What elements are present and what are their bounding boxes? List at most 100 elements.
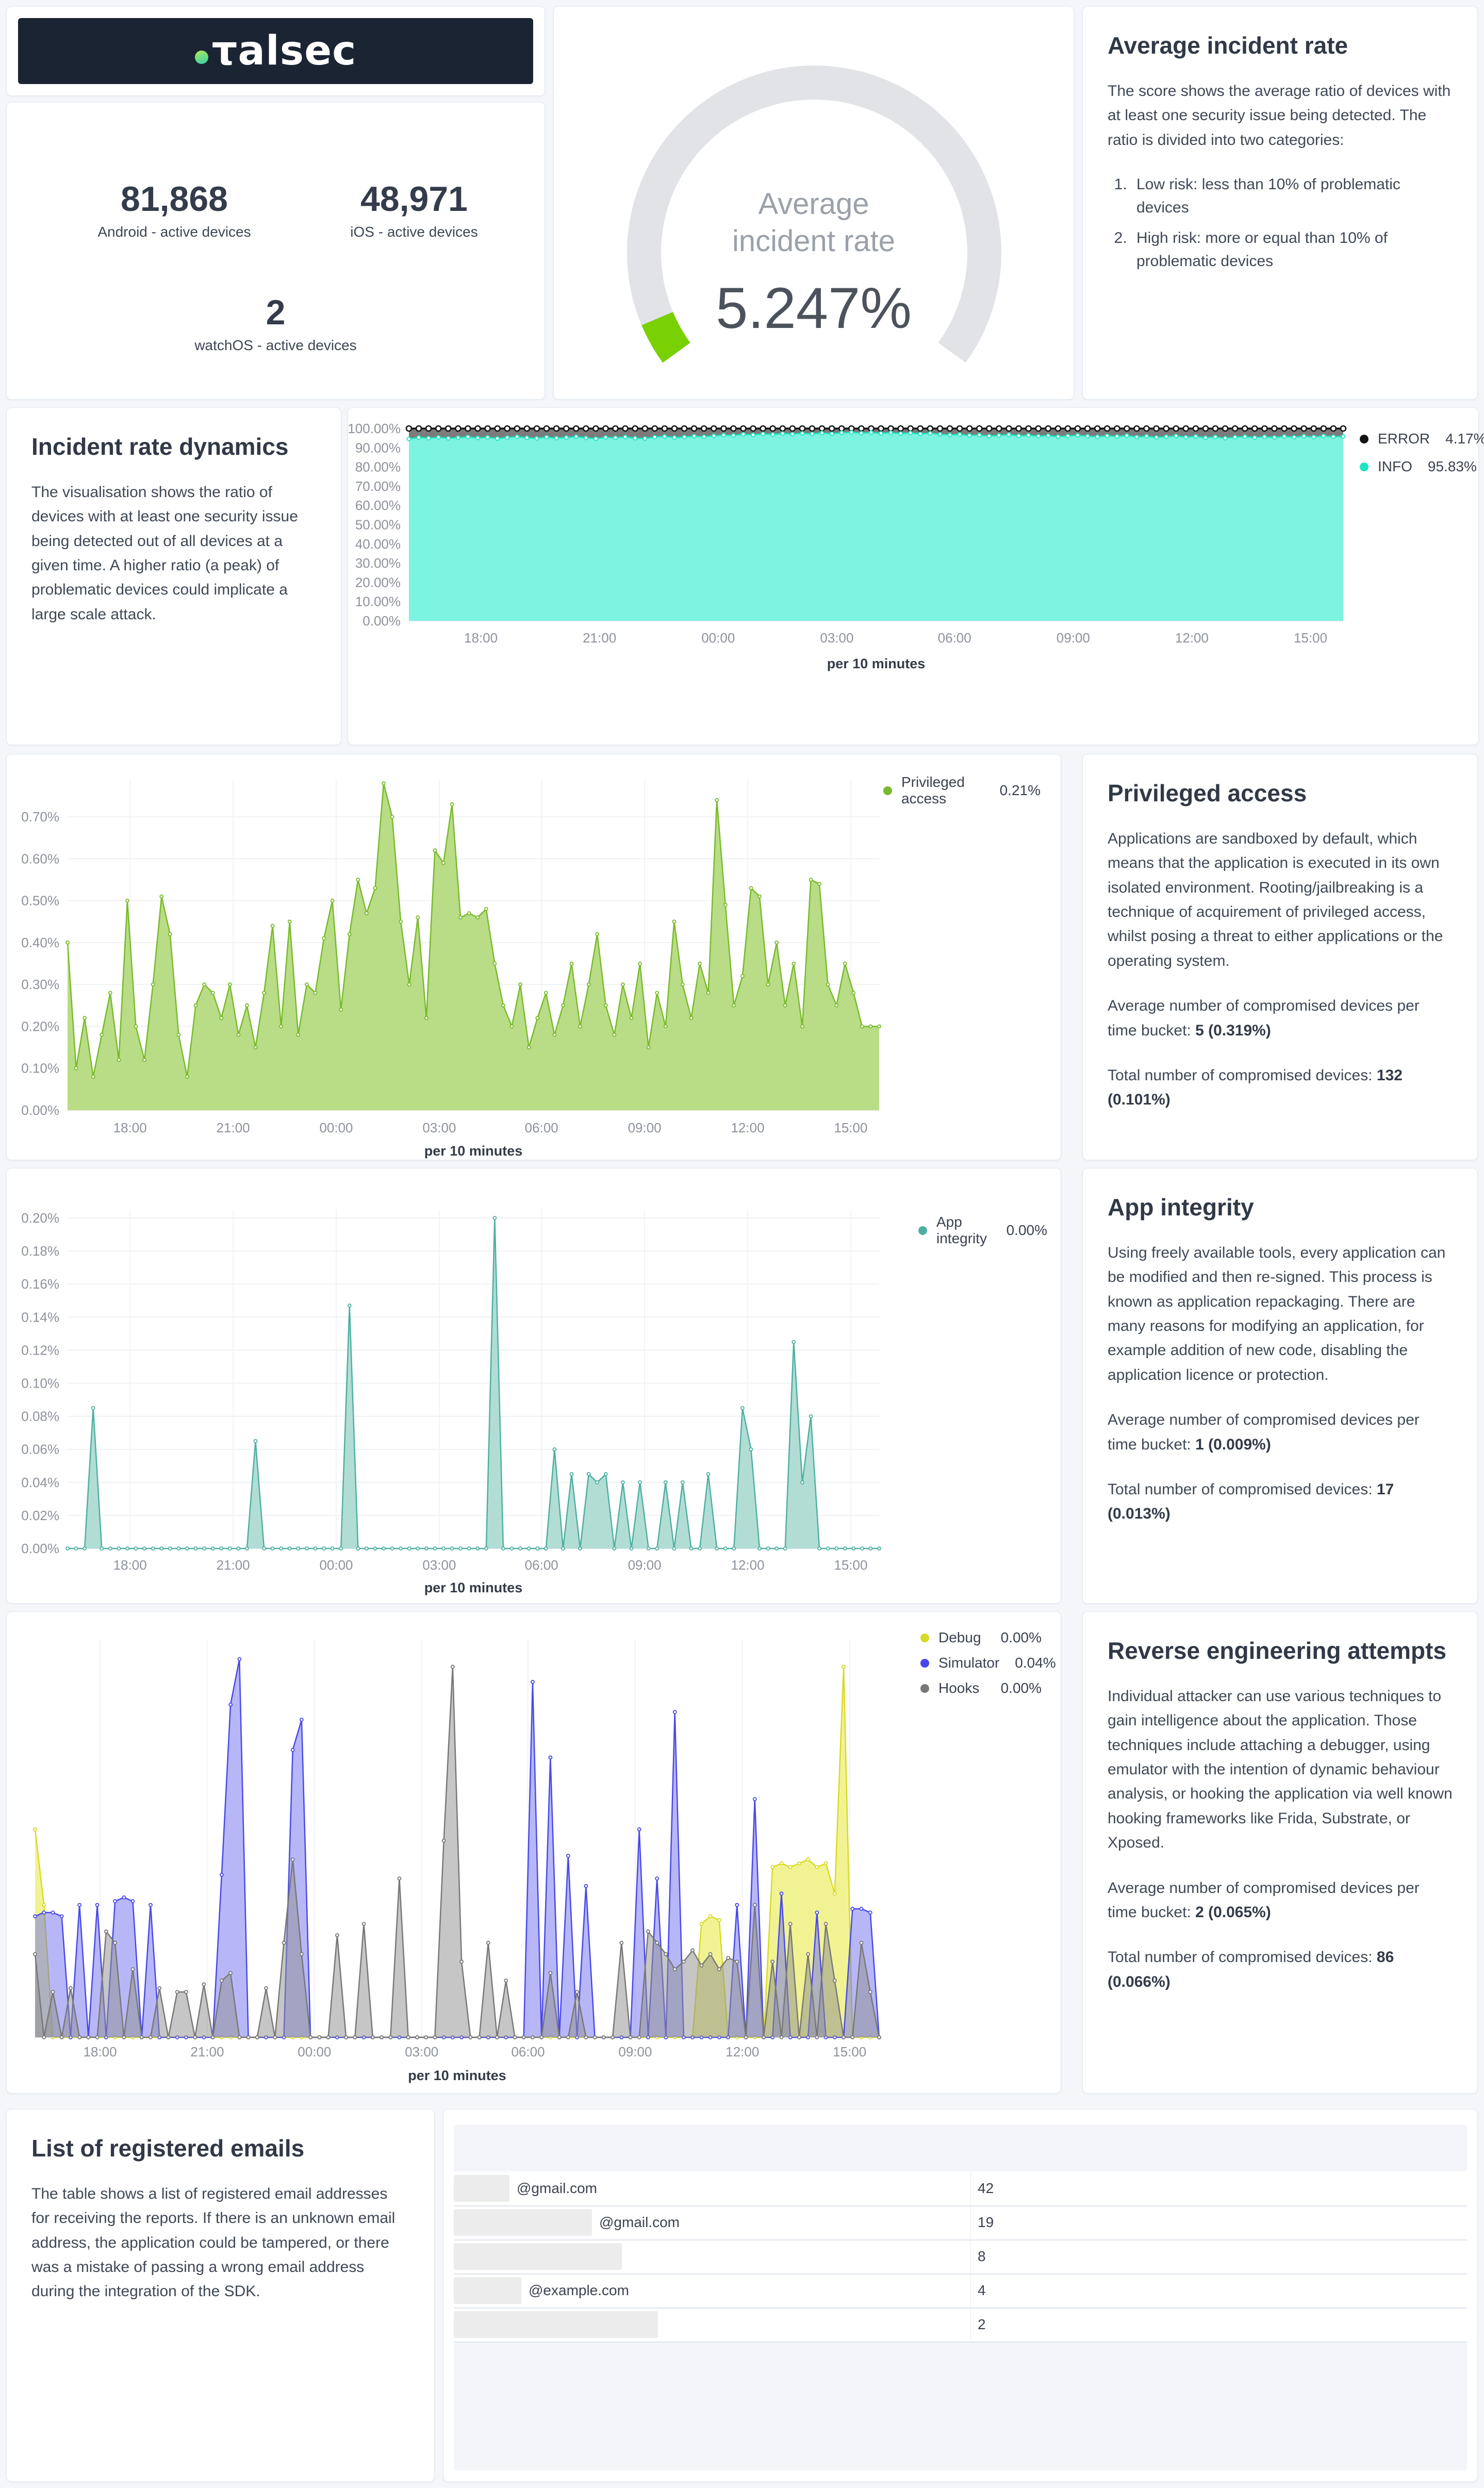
legend-item-simulator[interactable]: Simulator 0.04% xyxy=(920,1655,1056,1671)
talsec-logo: τalsec xyxy=(18,18,533,84)
risk-item-low: Low risk: less than 10% of problematic d… xyxy=(1131,173,1453,219)
simulator-series-dot-icon xyxy=(920,1658,929,1668)
column-divider xyxy=(970,2239,971,2273)
column-divider xyxy=(970,2308,971,2342)
legend-item-app-integrity[interactable]: App integrity 0.00% xyxy=(918,1214,1047,1247)
svg-text:0.40%: 0.40% xyxy=(21,935,59,950)
legend-value: 0.00% xyxy=(1006,1222,1047,1238)
gauge-title-line2: incident rate xyxy=(732,224,895,258)
legend-item-error[interactable]: ERROR 4.17% xyxy=(1360,431,1484,447)
legend-label: Simulator xyxy=(938,1655,1000,1671)
svg-text:0.00%: 0.00% xyxy=(21,1541,59,1556)
average-compromised-value: 5 (0.319%) xyxy=(1195,1021,1271,1039)
table-header xyxy=(454,2125,1467,2171)
email-domain: @gmail.com xyxy=(517,2180,598,2196)
redacted-email xyxy=(454,2311,658,2338)
svg-text:21:00: 21:00 xyxy=(217,1557,250,1573)
app-integrity-panel: App integrity Using freely available too… xyxy=(1082,1168,1478,1604)
svg-text:18:00: 18:00 xyxy=(464,630,498,646)
svg-text:21:00: 21:00 xyxy=(190,2044,224,2059)
legend-value: 0.00% xyxy=(1000,1629,1042,1645)
risk-categories-list: Low risk: less than 10% of problematic d… xyxy=(1108,173,1453,273)
svg-text:0.20%: 0.20% xyxy=(21,1210,59,1226)
svg-text:06:00: 06:00 xyxy=(511,2044,545,2059)
svg-text:03:00: 03:00 xyxy=(405,2044,438,2059)
average-compromised-line: Average number of compromised devices pe… xyxy=(1108,1411,1420,1453)
svg-text:50.00%: 50.00% xyxy=(355,517,401,533)
panel-title: Reverse engineering attempts xyxy=(1108,1637,1447,1664)
svg-text:12:00: 12:00 xyxy=(731,1120,764,1135)
logo-dot-icon xyxy=(194,51,208,64)
risk-item-high: High risk: more or equal than 10% of pro… xyxy=(1131,226,1453,273)
chart-legend: App integrity 0.00% xyxy=(918,1214,1047,1247)
svg-text:00:00: 00:00 xyxy=(319,1120,353,1135)
svg-text:0.14%: 0.14% xyxy=(21,1309,59,1325)
svg-text:09:00: 09:00 xyxy=(1057,630,1090,646)
svg-text:21:00: 21:00 xyxy=(583,630,616,646)
privileged-access-chart-card: 0.70% 0.60% 0.50% 0.40% 0.30% 0.20% 0.10% 0.00%… xyxy=(6,754,1061,1160)
app-integrity-chart-card: 0.20% 0.18% 0.16% 0.14% 0.12% 0.10% 0.08% 0.06%… xyxy=(6,1168,1061,1604)
average-compromised-value: 2 (0.065%) xyxy=(1195,1903,1271,1921)
email-count: 42 xyxy=(978,2180,994,2196)
android-devices-stat: 81,868 Android - active devices xyxy=(43,180,306,240)
logo-wordmark: τalsec xyxy=(211,28,357,74)
svg-text:0.12%: 0.12% xyxy=(21,1342,59,1358)
hooks-series-dot-icon xyxy=(920,1684,929,1693)
reverse-engineering-chart[interactable]: 18:00 21:00 00:00 03:00 06:00 09:00 12:00 15:00… xyxy=(7,1612,1061,2093)
svg-text:09:00: 09:00 xyxy=(628,1120,662,1135)
privileged-series-dot-icon xyxy=(883,786,892,795)
column-divider xyxy=(970,2171,971,2205)
table-footer xyxy=(454,2343,1467,2470)
svg-text:03:00: 03:00 xyxy=(422,1557,456,1573)
svg-text:80.00%: 80.00% xyxy=(355,459,401,475)
incident-rate-gauge[interactable] xyxy=(554,7,1075,400)
app-integrity-chart[interactable]: 0.20% 0.18% 0.16% 0.14% 0.12% 0.10% 0.08% 0.06%… xyxy=(7,1168,1061,1603)
legend-item-hooks[interactable]: Hooks 0.00% xyxy=(920,1680,1042,1696)
redacted-email xyxy=(454,2209,592,2236)
svg-text:per 10 minutes: per 10 minutes xyxy=(827,656,926,671)
privileged-access-chart[interactable]: 0.70% 0.60% 0.50% 0.40% 0.30% 0.20% 0.10% 0.00%… xyxy=(7,754,1061,1160)
privileged-access-panel: Privileged access Applications are sandb… xyxy=(1082,754,1478,1160)
panel-description: Applications are sandboxed by default, w… xyxy=(1108,830,1443,969)
table-row[interactable]: 2 xyxy=(454,2308,1467,2343)
table-row[interactable]: @gmail.com 19 xyxy=(454,2205,1467,2240)
ios-devices-stat: 48,971 iOS - active devices xyxy=(311,180,517,240)
active-devices-card: 81,868 Android - active devices 48,971 i… xyxy=(6,102,545,400)
svg-text:60.00%: 60.00% xyxy=(355,498,401,513)
average-compromised-line: Average number of compromised devices pe… xyxy=(1108,997,1420,1039)
svg-text:per 10 minutes: per 10 minutes xyxy=(424,1143,523,1159)
reverse-engineering-chart-card: 18:00 21:00 00:00 03:00 06:00 09:00 12:00 15:00… xyxy=(6,1611,1061,2094)
legend-label: Privileged access xyxy=(901,774,965,806)
table-row[interactable]: @example.com 4 xyxy=(454,2273,1467,2309)
svg-text:0.00%: 0.00% xyxy=(362,613,401,629)
table-row[interactable]: @gmail.com 42 xyxy=(454,2171,1467,2206)
legend-value: 95.83% xyxy=(1427,458,1477,474)
watchos-devices-count: 2 xyxy=(266,293,286,332)
legend-label: App integrity xyxy=(936,1214,987,1246)
total-compromised-value: 132 (0.101%) xyxy=(1108,1066,1403,1109)
redacted-email xyxy=(454,2277,521,2304)
total-compromised-value: 17 (0.013%) xyxy=(1108,1480,1394,1523)
ios-devices-count: 48,971 xyxy=(360,179,468,219)
table-row[interactable]: 8 xyxy=(454,2239,1467,2275)
svg-text:12:00: 12:00 xyxy=(725,2044,759,2059)
panel-description: The score shows the average ratio of dev… xyxy=(1108,82,1451,149)
watchos-devices-label: watchOS - active devices xyxy=(194,337,357,353)
incident-dynamics-chart[interactable]: 100.00% 90.00% 80.00% 70.00% 60.00% 50.00% 40.… xyxy=(348,408,1478,745)
panel-title: List of registered emails xyxy=(31,2135,305,2162)
svg-text:15:00: 15:00 xyxy=(834,1557,867,1573)
svg-text:0.08%: 0.08% xyxy=(21,1409,59,1424)
email-count: 19 xyxy=(978,2214,994,2230)
legend-item-debug[interactable]: Debug 0.00% xyxy=(920,1629,1042,1646)
redacted-email xyxy=(454,2243,622,2270)
svg-text:09:00: 09:00 xyxy=(628,1557,662,1573)
svg-text:100.00%: 100.00% xyxy=(348,421,401,436)
chart-legend: Debug 0.00% Simulator 0.04% Hooks 0.00% xyxy=(920,1629,1056,1696)
ios-devices-label: iOS - active devices xyxy=(350,223,478,240)
legend-item-privileged-access[interactable]: Privileged access 0.21% xyxy=(883,774,1041,807)
total-compromised-line: Total number of compromised devices: 132… xyxy=(1108,1066,1403,1109)
svg-text:15:00: 15:00 xyxy=(833,2044,866,2059)
legend-item-info[interactable]: INFO 95.83% xyxy=(1360,458,1477,475)
panel-description: The table shows a list of registered ema… xyxy=(31,2185,395,2300)
chart-legend: Privileged access 0.21% xyxy=(883,774,1041,807)
